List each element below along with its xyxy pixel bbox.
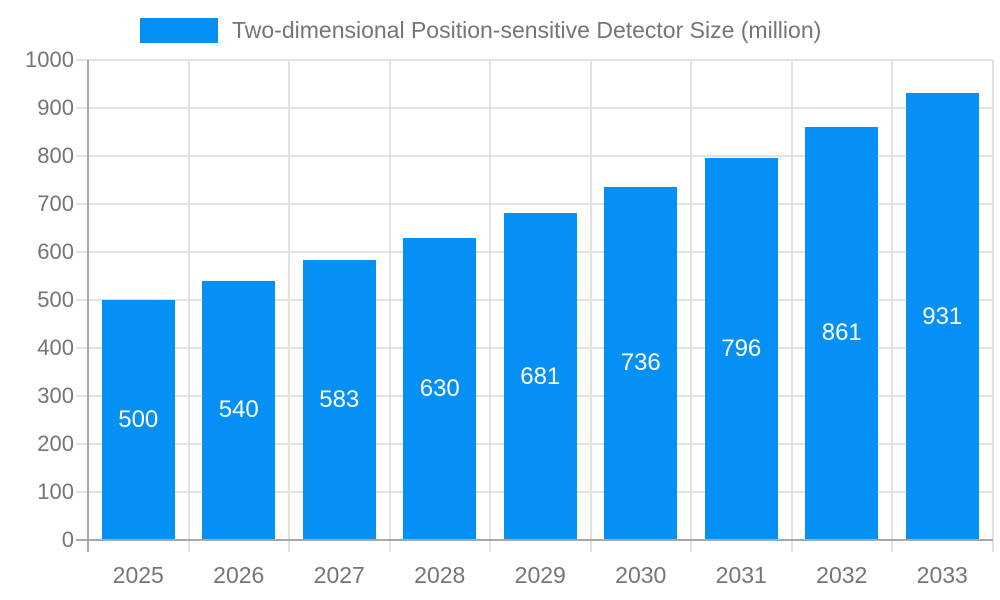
legend-item[interactable]: Two-dimensional Position-sensitive Detec… bbox=[140, 15, 821, 45]
bar-2027[interactable]: 583 bbox=[302, 260, 376, 540]
v-gridline bbox=[489, 60, 491, 552]
bar-2028[interactable]: 630 bbox=[403, 237, 477, 540]
bar-value-label: 681 bbox=[520, 362, 561, 390]
h-gridline bbox=[76, 107, 993, 109]
v-gridline bbox=[288, 60, 290, 552]
y-axis-tick-label: 0 bbox=[61, 527, 74, 552]
v-gridline bbox=[690, 60, 692, 552]
h-gridline bbox=[76, 203, 993, 205]
bar-value-label: 861 bbox=[821, 319, 862, 347]
x-axis-tick-label: 2028 bbox=[414, 562, 466, 588]
bar-2033[interactable]: 931 bbox=[905, 93, 979, 540]
y-axis-tick-label: 200 bbox=[37, 431, 74, 456]
v-gridline bbox=[388, 60, 391, 552]
y-axis-line bbox=[87, 60, 89, 552]
y-axis-tick-label: 1000 bbox=[25, 47, 74, 72]
bar-2025[interactable]: 500 bbox=[101, 300, 175, 540]
y-axis-tick-label: 400 bbox=[37, 335, 74, 360]
bar-value-label: 931 bbox=[922, 302, 963, 330]
x-axis-tick-label: 2032 bbox=[816, 562, 868, 588]
h-gridline bbox=[76, 59, 993, 61]
v-gridline bbox=[187, 60, 190, 552]
legend-swatch-icon bbox=[140, 17, 218, 43]
bar-value-label: 630 bbox=[419, 374, 460, 402]
v-gridline bbox=[589, 60, 592, 552]
bar-2029[interactable]: 681 bbox=[503, 213, 577, 540]
x-axis-tick-label: 2027 bbox=[313, 562, 365, 588]
bar-value-label: 500 bbox=[118, 406, 159, 433]
bar-value-label: 583 bbox=[319, 386, 360, 414]
x-axis-line bbox=[76, 539, 993, 541]
x-axis-tick-label: 2029 bbox=[514, 562, 566, 588]
bar-2032[interactable]: 861 bbox=[805, 126, 879, 540]
v-gridline bbox=[991, 60, 994, 552]
bar-value-label: 796 bbox=[721, 334, 762, 362]
bar-2031[interactable]: 796 bbox=[704, 157, 778, 540]
y-axis-tick-label: 700 bbox=[37, 191, 74, 216]
bar-value-label: 540 bbox=[218, 396, 259, 424]
x-axis-tick-label: 2031 bbox=[715, 562, 767, 588]
v-gridline bbox=[891, 60, 893, 552]
x-axis-tick-label: 2033 bbox=[916, 562, 968, 588]
v-gridline bbox=[790, 60, 793, 552]
x-axis-tick-label: 2030 bbox=[615, 562, 667, 588]
y-axis-tick-label: 600 bbox=[37, 239, 74, 264]
bar-value-label: 736 bbox=[620, 349, 661, 377]
bar-2026[interactable]: 540 bbox=[202, 280, 276, 540]
bar-2030[interactable]: 736 bbox=[604, 186, 678, 540]
legend-label: Two-dimensional Position-sensitive Detec… bbox=[232, 16, 822, 43]
y-axis-tick-label: 300 bbox=[37, 383, 74, 408]
y-axis-tick-label: 100 bbox=[37, 479, 74, 504]
y-axis-tick-label: 500 bbox=[37, 287, 74, 312]
y-axis-tick-label: 800 bbox=[37, 143, 74, 168]
x-axis-tick-label: 2026 bbox=[213, 562, 265, 588]
x-axis-tick-label: 2025 bbox=[112, 562, 164, 588]
h-gridline bbox=[76, 155, 993, 157]
y-axis-tick-label: 900 bbox=[37, 95, 74, 120]
